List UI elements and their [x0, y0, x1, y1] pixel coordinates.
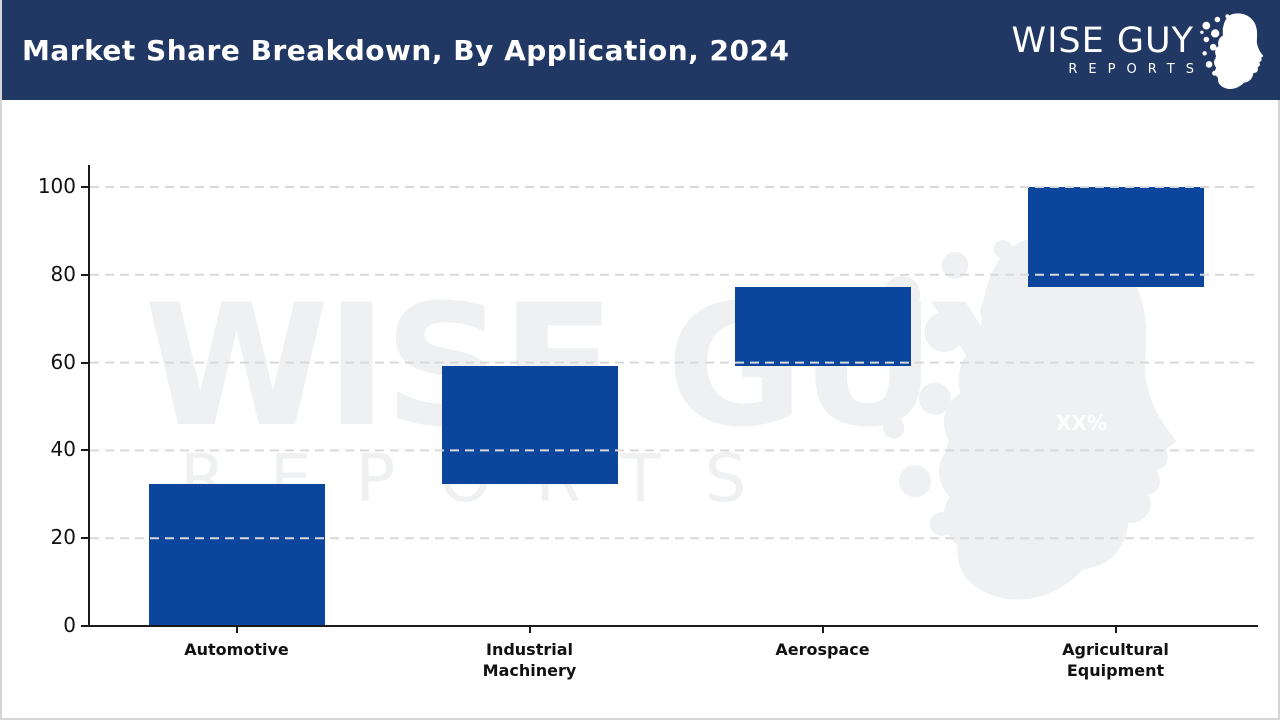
x-axis-spine — [88, 625, 1258, 627]
x-tick-mark — [235, 627, 238, 633]
logo-primary-text: WISE GUY — [1011, 21, 1194, 61]
x-category-label-line: Equipment — [1066, 661, 1165, 680]
bar-value-label: 32.3% — [753, 541, 824, 566]
x-category-label-industrial-machinery: Industrial Machinery — [410, 639, 650, 681]
y-tick-mark — [81, 273, 88, 276]
bar-aerospace — [734, 287, 911, 367]
y-tick-mark — [81, 449, 88, 452]
bar-agricultural-equipment — [1027, 187, 1204, 288]
x-category-label-aerospace: Aerospace — [703, 639, 943, 660]
logo-secondary-text: REPORTS — [1068, 62, 1205, 77]
x-tick-mark — [1114, 627, 1117, 633]
logo-head-icon — [1200, 13, 1264, 89]
x-category-label-automotive: Automotive — [117, 639, 357, 660]
bar-industrial-machinery — [441, 366, 618, 485]
x-category-label-line: Agricultural — [1062, 640, 1169, 659]
x-category-label-line: Machinery — [482, 661, 577, 680]
y-tick-mark — [81, 361, 88, 364]
x-category-label-line: Aerospace — [775, 640, 870, 659]
y-tick-mark — [81, 537, 88, 540]
y-tick-label: 20 — [50, 525, 76, 550]
y-tick-label: 100 — [37, 174, 76, 198]
x-category-label-line: Automotive — [184, 640, 289, 659]
y-tick-label: 60 — [50, 349, 76, 374]
y-tick-label: 0 — [63, 613, 76, 637]
y-tick-mark — [81, 625, 88, 627]
wise-guy-logo: WISE GUY REPORTS — [1011, 6, 1270, 94]
y-tick-label: 80 — [50, 261, 76, 286]
logo-text: WISE GUY REPORTS — [1011, 21, 1194, 77]
x-tick-mark — [821, 627, 824, 633]
bar-value-label: XX% — [735, 313, 1280, 337]
y-axis-spine — [88, 165, 90, 627]
x-category-label-line: Industrial — [485, 640, 573, 659]
bar-value-label: XX% — [1028, 223, 1280, 247]
y-tick-mark — [81, 186, 88, 188]
page-title: Market Share Breakdown, By Application, … — [22, 33, 790, 67]
x-tick-mark — [528, 627, 531, 633]
bar-value-label: XX% — [1056, 411, 1107, 436]
bar-automotive — [148, 484, 325, 626]
y-tick-label: 40 — [50, 437, 76, 462]
header-bar: Market Share Breakdown, By Application, … — [2, 0, 1280, 100]
x-category-label-agricultural-equipment: Agricultural Equipment — [996, 639, 1236, 681]
